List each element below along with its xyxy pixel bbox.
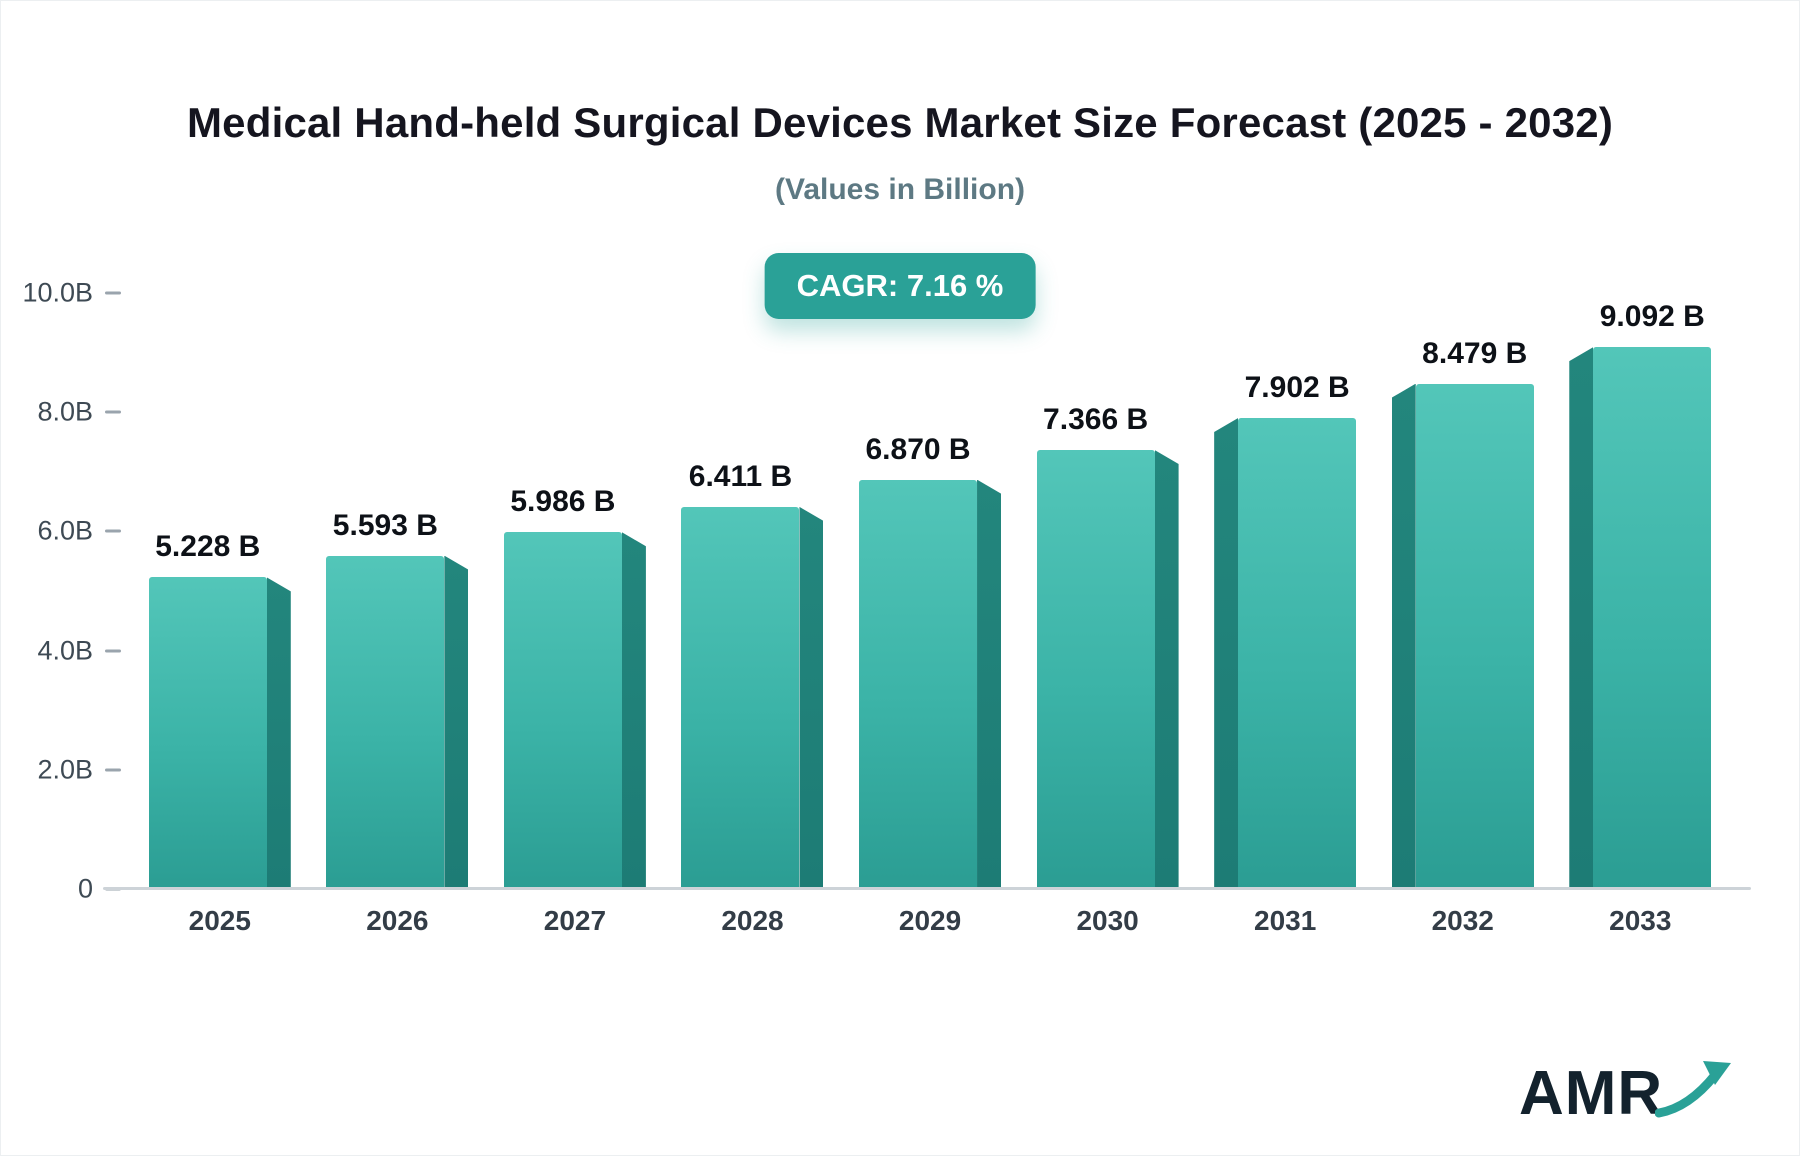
bar-value-label: 8.479 B (1422, 336, 1528, 370)
bar-value-label: 5.228 B (155, 530, 261, 564)
bar-side-face (1391, 383, 1416, 889)
bar-2026: 5.593 B (326, 509, 469, 889)
bar-front-face (148, 577, 267, 889)
y-tick-mark (105, 410, 121, 414)
x-axis-label: 2026 (366, 905, 429, 936)
x-axis-label: 2028 (721, 905, 784, 936)
y-tick-label: 0 (77, 873, 93, 904)
x-axis: 2025 2026 2027 2028 2029 2030 2031 2032 2033 (131, 905, 1729, 937)
bar-2031: 7.902 B (1214, 371, 1357, 889)
bar-value-label: 5.986 B (510, 485, 616, 519)
y-tick-label: 8.0B (37, 396, 93, 427)
x-axis-label: 2027 (543, 905, 607, 936)
chart-subtitle: (Values in Billion) (774, 173, 1026, 206)
y-tick-mark (105, 768, 121, 772)
y-tick-label: 6.0B (37, 515, 93, 546)
bar-slot: 7.366 B (1019, 293, 1197, 889)
bar-value-label: 6.411 B (688, 459, 793, 493)
bar-front-face (326, 555, 445, 889)
y-axis: 0 2.0B 4.0B 6.0B 8.0B 10.0B (15, 278, 121, 904)
bar-front-face (681, 506, 800, 889)
bar-side-face (1569, 347, 1594, 889)
bar-2033: 9.092 B (1569, 300, 1712, 889)
bar-slot: 5.593 B (309, 293, 487, 889)
bar-2030: 7.366 B (1036, 403, 1179, 889)
bar-slot: 9.092 B (1552, 293, 1730, 889)
bar-slot: 6.411 B (664, 293, 842, 889)
bar-front-face (1238, 418, 1357, 889)
bar-2028: 6.411 B (681, 460, 824, 889)
y-tick-mark (105, 291, 121, 295)
bar-slot: 6.870 B (841, 293, 1019, 889)
bar-side-face (977, 479, 1002, 889)
bar-slot: 7.902 B (1196, 293, 1374, 889)
bar-2032: 8.479 B (1391, 337, 1534, 889)
bar-value-label: 6.870 B (865, 432, 971, 466)
x-axis-label: 2030 (1076, 905, 1139, 936)
bar-front-face (1415, 383, 1534, 889)
y-tick-label: 4.0B (37, 635, 93, 666)
bar-side-face (1214, 418, 1239, 889)
bar-side-face (621, 532, 646, 889)
y-tick: 10.0B (15, 278, 121, 309)
y-tick-mark (105, 649, 121, 653)
y-tick-label: 2.0B (37, 754, 93, 785)
bar-front-face (1593, 347, 1712, 889)
bar-side-face (444, 555, 469, 889)
logo: AMR (1519, 1059, 1731, 1129)
y-tick: 4.0B (15, 635, 121, 666)
bar-slot: 5.986 B (486, 293, 664, 889)
bar-value-label: 7.902 B (1244, 371, 1350, 405)
x-axis-baseline (103, 887, 1751, 890)
plot-area: 5.228 B 5.593 B 5.986 B 6.411 B 6.870 B 7.366… (131, 293, 1729, 889)
bar-front-face (859, 479, 978, 889)
bar-2029: 6.870 B (859, 433, 1002, 889)
y-tick-mark (105, 529, 121, 533)
logo-text: AMR (1519, 1059, 1664, 1128)
cagr-badge: CAGR: 7.16 % (764, 253, 1036, 319)
bar-side-face (799, 506, 824, 889)
x-axis-label: 2031 (1254, 905, 1317, 936)
x-axis-label: 2025 (188, 905, 251, 936)
x-axis-label: 2032 (1431, 905, 1494, 936)
y-tick: 8.0B (15, 397, 121, 428)
x-axis-label: 2029 (898, 905, 962, 936)
bar-value-label: 9.092 B (1599, 300, 1705, 334)
logo-arrow-icon (1655, 1061, 1731, 1118)
bar-slot: 5.228 B (131, 293, 309, 889)
bar-side-face (266, 577, 291, 889)
bar-2025: 5.228 B (148, 530, 291, 889)
bar-slot: 8.479 B (1374, 293, 1552, 889)
y-tick: 6.0B (15, 516, 121, 547)
y-tick: 2.0B (15, 754, 121, 785)
bar-2027: 5.986 B (503, 485, 646, 889)
chart-title: Medical Hand-held Surgical Devices Marke… (186, 99, 1614, 146)
x-axis-label: 2033 (1609, 905, 1672, 936)
bar-front-face (503, 532, 622, 889)
bar-value-label: 7.366 B (1043, 403, 1149, 436)
bar-front-face (1036, 450, 1155, 889)
y-tick-label: 10.0B (22, 277, 93, 308)
bar-side-face (1154, 450, 1179, 889)
bar-value-label: 5.593 B (332, 508, 438, 542)
